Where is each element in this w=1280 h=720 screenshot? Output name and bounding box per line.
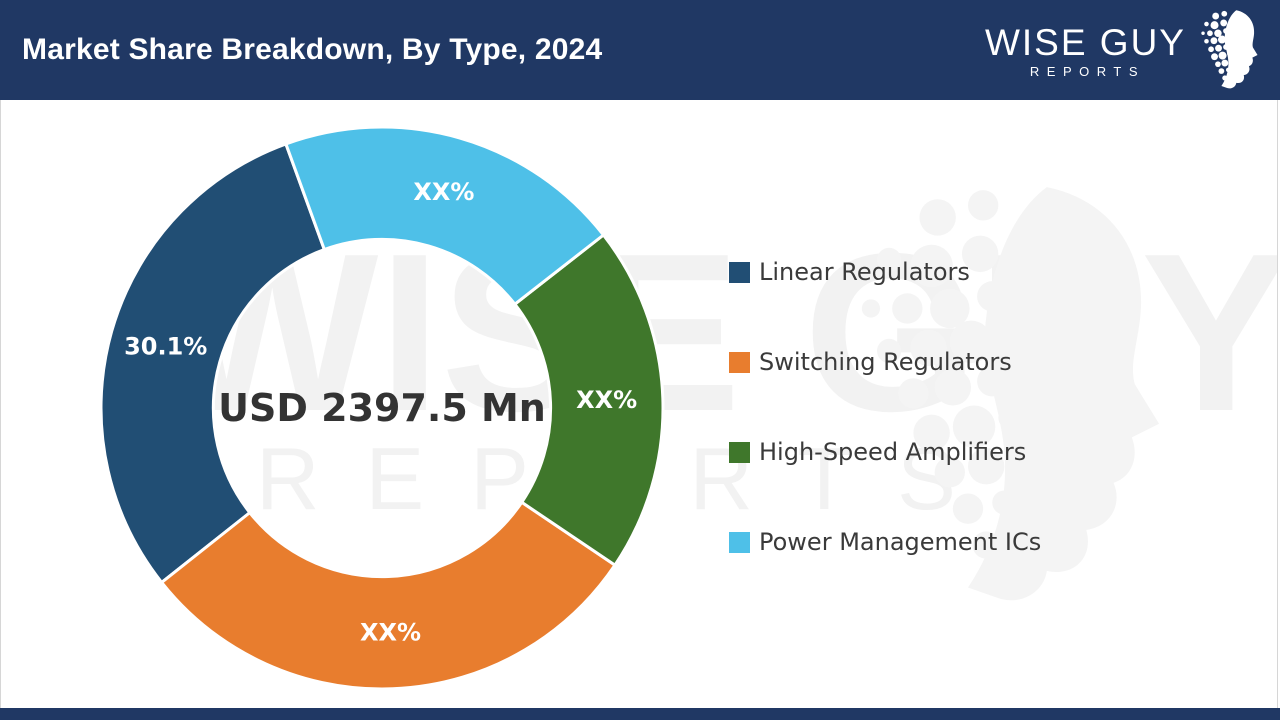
header-bar: Market Share Breakdown, By Type, 2024 WI…	[0, 0, 1280, 100]
page-title: Market Share Breakdown, By Type, 2024	[22, 33, 603, 66]
donut-slice-0[interactable]	[99, 142, 326, 584]
legend-swatch-icon	[729, 261, 750, 283]
brand-logo: WISE GUY REPORTS	[985, 7, 1266, 95]
brand-subtitle: REPORTS	[1029, 64, 1146, 79]
legend-swatch-icon	[729, 531, 750, 553]
footer-bar	[0, 708, 1280, 720]
brand-text: WISE GUY REPORTS	[985, 24, 1186, 78]
slice-label-3: XX%	[413, 178, 474, 206]
legend-label: Switching Regulators	[759, 348, 1012, 376]
legend-swatch-icon	[729, 351, 750, 373]
donut-slice-1[interactable]	[160, 500, 617, 691]
legend-item-2[interactable]: High-Speed Amplifiers	[729, 438, 1041, 466]
face-dots-logo-icon	[1201, 10, 1258, 89]
legend-label: Power Management ICs	[759, 528, 1042, 556]
chart-area: WISE GUY REPORTS 30.1%XX%XX%XX% USD 2397…	[0, 100, 1278, 708]
legend-label: Linear Regulators	[759, 258, 970, 286]
legend-swatch-icon	[729, 441, 750, 463]
chart-legend: Linear Regulators Switching Regulators Hig…	[729, 258, 1042, 620]
legend-item-1[interactable]: Switching Regulators	[729, 348, 1041, 376]
slice-label-1: XX%	[360, 619, 421, 647]
donut-slice-2[interactable]	[513, 233, 665, 567]
legend-item-0[interactable]: Linear Regulators	[729, 258, 1041, 286]
donut-slice-3[interactable]	[284, 125, 605, 306]
slice-label-2: XX%	[576, 386, 637, 414]
legend-label: High-Speed Amplifiers	[759, 438, 1027, 466]
legend-item-3[interactable]: Power Management ICs	[729, 528, 1042, 556]
brand-name: WISE GUY	[984, 22, 1186, 63]
slice-label-0: 30.1%	[124, 333, 207, 361]
donut-center-value: USD 2397.5 Mn	[218, 386, 546, 430]
donut-chart: 30.1% XX% XX% XX%	[99, 125, 665, 691]
